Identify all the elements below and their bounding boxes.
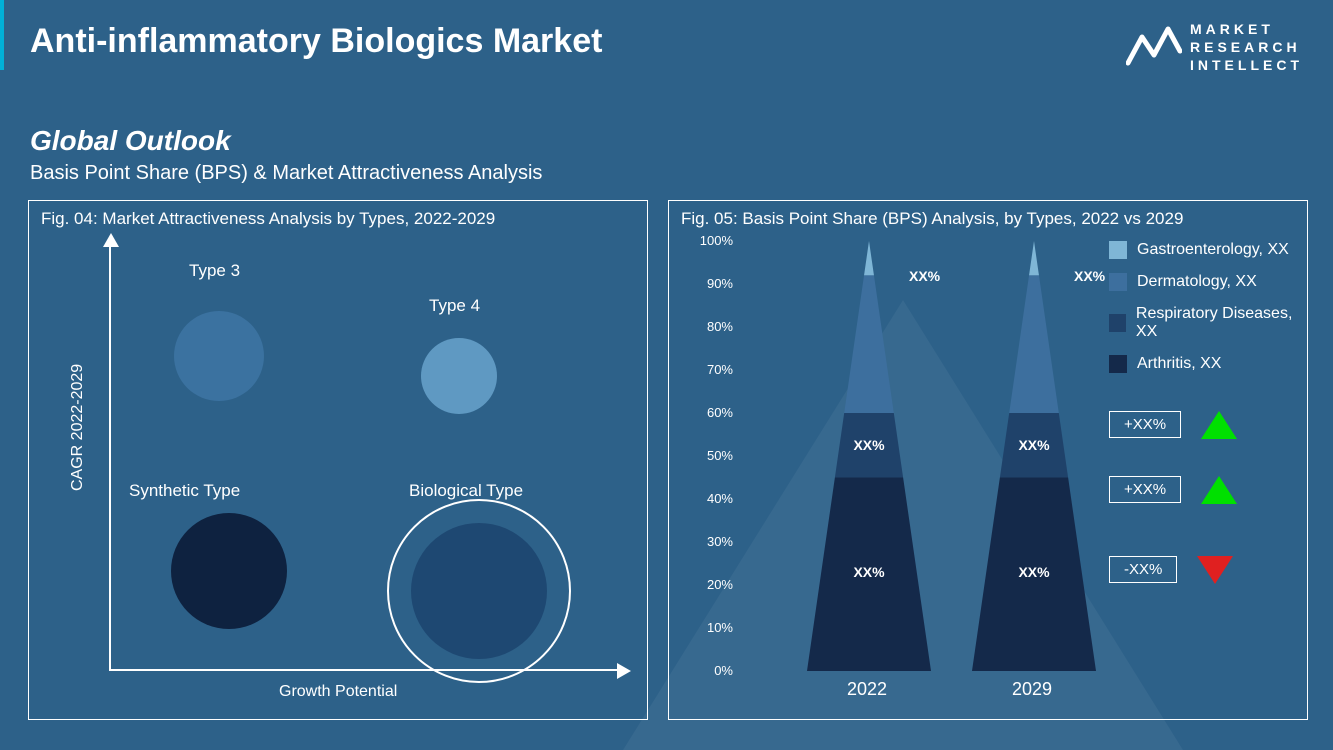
logo-icon (1126, 23, 1182, 71)
fig04-bubble-label-3: Biological Type (409, 481, 523, 501)
fig05-ytick-10: 100% (691, 233, 733, 248)
fig04-x-arrow (617, 663, 631, 679)
fig05-legend-row-0: Gastroenterology, XX (1109, 241, 1307, 259)
logo-text-1: MARKET (1190, 20, 1303, 38)
fig05-legend-label-1: Dermatology, XX (1137, 273, 1257, 291)
fig05-delta-0: +XX% (1109, 411, 1237, 439)
fig04-x-axis (109, 669, 619, 671)
fig04-bubble-0 (174, 311, 264, 401)
fig04-bubble-1 (421, 338, 497, 414)
fig05-cone-0-label-2: XX% (799, 564, 939, 580)
fig04-y-axis (109, 241, 111, 671)
accent-line (0, 0, 4, 70)
triangle-up-icon (1201, 411, 1237, 439)
fig05-ytick-4: 40% (691, 491, 733, 506)
fig05-legend-swatch-3 (1109, 355, 1127, 373)
fig05-delta-box-2: -XX% (1109, 556, 1177, 583)
fig05-ytick-7: 70% (691, 362, 733, 377)
fig05-delta-box-1: +XX% (1109, 476, 1181, 503)
fig05-ytick-3: 30% (691, 534, 733, 549)
fig04-xlabel: Growth Potential (279, 683, 397, 701)
fig05-legend-label-2: Respiratory Diseases, XX (1136, 305, 1307, 341)
fig05-legend-swatch-0 (1109, 241, 1127, 259)
fig05-ytick-5: 50% (691, 448, 733, 463)
logo-text-3: INTELLECT (1190, 56, 1303, 74)
fig04-bubble-label-2: Synthetic Type (129, 481, 240, 501)
triangle-up-icon (1201, 476, 1237, 504)
fig04-ylabel: CAGR 2022-2029 (69, 364, 87, 491)
fig05-legend-row-3: Arthritis, XX (1109, 355, 1307, 373)
fig05-xcat-0: 2022 (847, 679, 887, 700)
fig05-legend: Gastroenterology, XX Dermatology, XX Respi… (1109, 241, 1307, 387)
fig04-bubble-3 (411, 523, 547, 659)
fig05-panel: Fig. 05: Basis Point Share (BPS) Analysi… (668, 200, 1308, 720)
fig05-ytick-9: 90% (691, 276, 733, 291)
fig05-legend-row-1: Dermatology, XX (1109, 273, 1307, 291)
fig05-legend-swatch-2 (1109, 314, 1126, 332)
page-title: Anti-inflammatory Biologics Market (30, 22, 602, 61)
fig05-cone-1-label-2: XX% (964, 564, 1104, 580)
fig05-legend-row-2: Respiratory Diseases, XX (1109, 305, 1307, 341)
fig04-bubble-2 (171, 513, 287, 629)
triangle-down-icon (1197, 556, 1233, 584)
subtitle-2: Basis Point Share (BPS) & Market Attract… (30, 162, 542, 185)
fig05-cone-1-label-1: XX% (964, 437, 1104, 453)
fig05-legend-label-3: Arthritis, XX (1137, 355, 1221, 373)
fig05-xcat-1: 2029 (1012, 679, 1052, 700)
fig05-ytick-2: 20% (691, 577, 733, 592)
fig04-panel: Fig. 04: Market Attractiveness Analysis … (28, 200, 648, 720)
logo-text-2: RESEARCH (1190, 38, 1303, 56)
fig04-y-arrow (103, 233, 119, 247)
fig05-ytick-0: 0% (691, 663, 733, 678)
fig05-plot-area: 0%10%20%30%40%50%60%70%80%90%100%XX%XX%X… (739, 241, 1089, 671)
fig05-delta-box-0: +XX% (1109, 411, 1181, 438)
fig05-ytick-6: 60% (691, 405, 733, 420)
fig05-cone-0: XX%XX%XX% (799, 241, 939, 671)
fig05-cone-1: XX%XX%XX% (964, 241, 1104, 671)
logo: MARKET RESEARCH INTELLECT (1126, 20, 1303, 75)
fig04-bubble-label-1: Type 4 (429, 296, 480, 316)
fig04-title: Fig. 04: Market Attractiveness Analysis … (41, 209, 495, 229)
fig05-delta-2: -XX% (1109, 556, 1233, 584)
fig05-legend-swatch-1 (1109, 273, 1127, 291)
fig05-ytick-8: 80% (691, 319, 733, 334)
fig05-title: Fig. 05: Basis Point Share (BPS) Analysi… (681, 209, 1183, 229)
fig05-delta-1: +XX% (1109, 476, 1237, 504)
fig05-cone-0-label-1: XX% (799, 437, 939, 453)
fig05-legend-label-0: Gastroenterology, XX (1137, 241, 1289, 259)
fig05-ytick-1: 10% (691, 620, 733, 635)
subtitle-1: Global Outlook (30, 125, 231, 157)
fig05-cone-0-label-0: XX% (909, 268, 969, 284)
fig04-bubble-label-0: Type 3 (189, 261, 240, 281)
